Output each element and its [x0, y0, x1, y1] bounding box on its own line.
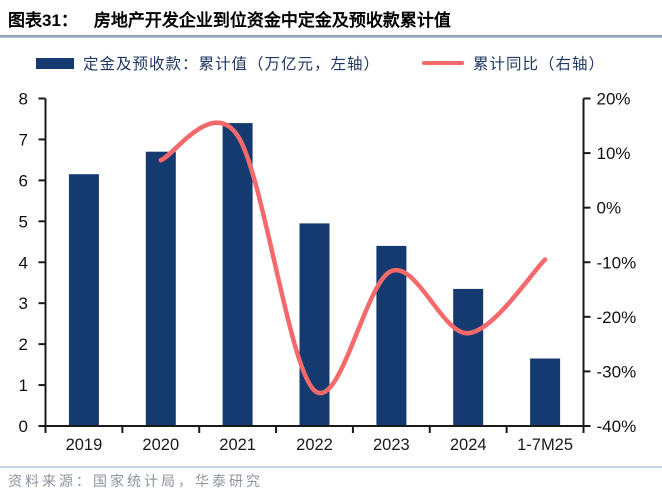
tick-label: -10% [597, 253, 637, 272]
bar-2024 [453, 288, 484, 426]
tick-label: 0% [597, 199, 622, 218]
bar-2019 [68, 174, 99, 426]
tick-label: 6 [19, 171, 28, 190]
figure-title: 图表31： 房地产开发企业到位资金中定金及预收款累计值 [8, 6, 451, 31]
tick-label: 2021 [219, 436, 256, 454]
tick-label: 3 [19, 294, 28, 313]
chart-svg: 8 7 6 5 4 3 2 1 0 20% 10% 0% -10% -20% -30% -40% 2019 202… [19, 90, 637, 455]
title-divider [0, 35, 662, 38]
tick-label: 2023 [373, 436, 410, 454]
tick-label: 8 [19, 90, 28, 109]
tick-label: 10% [597, 144, 631, 163]
tick-label: 5 [19, 212, 28, 231]
legend-item-bar: 定金及预收款：累计值（万亿元，左轴） [36, 52, 380, 74]
bar-2020 [145, 151, 176, 426]
plot-area: 8 7 6 5 4 3 2 1 0 20% 10% 0% -10% -20% -30% -40% 2019 202… [0, 86, 662, 462]
tick-label: 2019 [66, 436, 103, 454]
tick-label: 2022 [296, 436, 333, 454]
tick-label: 1-7M25 [517, 436, 573, 454]
bar-swatch-icon [36, 57, 74, 69]
figure-number: 图表31： [8, 11, 78, 30]
axes [38, 97, 591, 433]
bar-1-7M25 [530, 358, 561, 426]
tick-label: -40% [597, 417, 637, 436]
bar-series [68, 123, 561, 426]
footer-divider [0, 466, 662, 468]
bar-2021 [222, 123, 253, 426]
legend-item-line: 累计同比（右轴） [422, 52, 605, 74]
tick-label: 7 [19, 130, 28, 149]
source-note: 资料来源：国家统计局，华泰研究 [8, 475, 263, 490]
axis-labels: 8 7 6 5 4 3 2 1 0 20% 10% 0% -10% -20% -30% -40% 2019 202… [19, 90, 637, 455]
tick-label: 20% [597, 90, 631, 109]
figure-title-text: 房地产开发企业到位资金中定金及预收款累计值 [93, 11, 451, 30]
tick-label: 2 [19, 335, 28, 354]
tick-label: 2020 [142, 436, 179, 454]
legend-bar-label: 定金及预收款：累计值（万亿元，左轴） [83, 56, 381, 73]
line-series [158, 120, 548, 396]
tick-label: 4 [19, 253, 28, 272]
legend-line-label: 累计同比（右轴） [473, 56, 606, 73]
bar-2022 [299, 223, 330, 426]
chart-legend: 定金及预收款：累计值（万亿元，左轴） 累计同比（右轴） [36, 52, 605, 74]
tick-label: -20% [597, 308, 637, 327]
tick-label: 1 [19, 376, 28, 395]
line-swatch-icon [422, 61, 465, 65]
bar-2023 [376, 245, 407, 426]
tick-label: 0 [19, 417, 28, 436]
tick-label: 2024 [450, 436, 487, 454]
tick-label: -30% [597, 362, 637, 381]
